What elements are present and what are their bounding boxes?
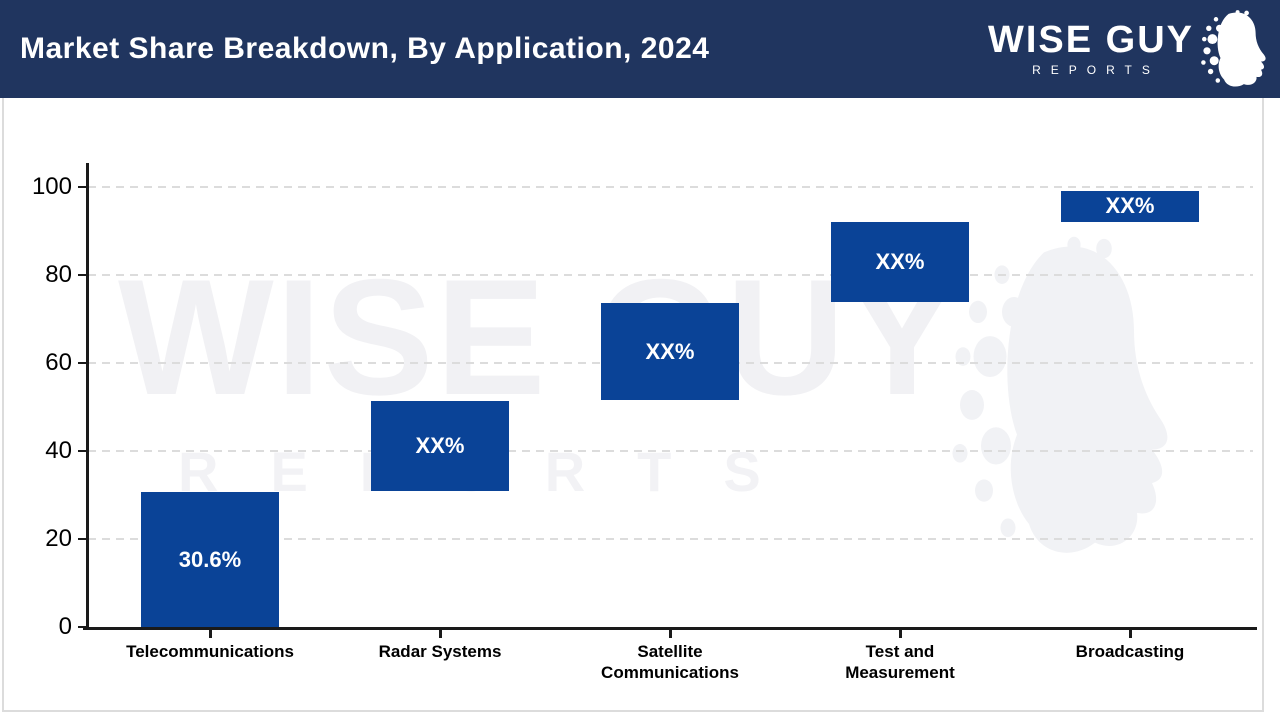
gridline-100 [88,186,1253,188]
bar-telecommunications: 30.6% [141,492,279,627]
y-tick-label-0: 0 [58,613,72,640]
bar-test-and-measurement: XX% [831,222,969,302]
logo-wordmark-line1: WISE GUY [987,19,1194,61]
x-axis-label-line: Broadcasting [1075,642,1185,661]
gridline-80 [88,274,1253,276]
y-tick-label-40: 40 [45,437,72,464]
x-axis-label-4: Broadcasting [1015,641,1245,662]
x-tick-4 [1129,630,1132,638]
x-axis-label-1: Radar Systems [325,641,555,662]
page-title: Market Share Breakdown, By Application, … [20,32,710,65]
y-tick-100 [78,186,87,188]
x-axis-label-3: Test and Measurement [785,641,1015,683]
logo-head-profile-icon [1201,10,1266,87]
y-tick-label-20: 20 [45,525,72,552]
bar-value-label: 30.6% [178,546,242,572]
gridline-40 [88,450,1253,452]
x-axis-label-line: Telecommunications [126,642,294,661]
x-axis-label-line: Test and [865,642,935,661]
bar-value-label: XX% [875,249,925,274]
bar-radar-systems: XX% [371,401,509,492]
x-tick-0 [209,630,212,638]
x-axis-label-0: Telecommunications [95,641,325,662]
y-tick-80 [78,274,87,276]
bar-value-label: XX% [1105,193,1155,219]
y-tick-40 [78,450,87,452]
y-tick-label-60: 60 [45,349,72,376]
bar-satellite-communications: XX% [601,303,739,400]
logo-wordmark-line2: REPORTS [1032,63,1160,77]
wise-guy-reports-logo: WISE GUY REPORTS [988,0,1270,98]
y-tick-label-80: 80 [45,261,72,288]
y-axis-line [86,163,89,630]
x-axis-label-2: Satellite Communications [555,641,785,683]
x-axis-label-line: Satellite [637,642,703,661]
bar-broadcasting: XX% [1061,190,1199,223]
watermark-head-profile [952,236,1168,553]
watermark-wordmark: WISE GUY [118,245,960,429]
x-tick-2 [669,630,672,638]
x-axis-label-line: Communications [601,663,739,682]
y-tick-label-100: 100 [31,173,72,200]
y-tick-20 [78,538,87,540]
logo-wordmark: WISE GUY REPORTS [988,20,1194,78]
x-axis-label-line: Measurement [845,663,955,682]
gridline-20 [88,538,1253,540]
bar-value-label: XX% [645,338,695,364]
bar-value-label: XX% [415,433,465,459]
x-axis-label-line: Radar Systems [378,642,502,661]
y-tick-0 [78,626,87,628]
header-bar: Market Share Breakdown, By Application, … [0,0,1280,98]
x-tick-3 [899,630,902,638]
y-tick-60 [78,362,87,364]
x-tick-1 [439,630,442,638]
x-axis-line [83,627,1257,630]
